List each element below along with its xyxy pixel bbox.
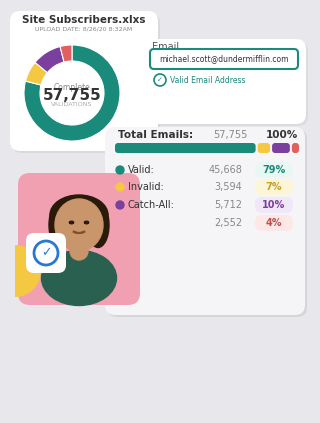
FancyBboxPatch shape: [255, 179, 293, 195]
Ellipse shape: [50, 195, 108, 235]
Circle shape: [116, 166, 124, 174]
Text: Total Emails:: Total Emails:: [118, 130, 193, 140]
Text: 7%: 7%: [266, 182, 282, 192]
Wedge shape: [35, 47, 64, 73]
FancyBboxPatch shape: [107, 129, 307, 317]
Circle shape: [116, 201, 124, 209]
Ellipse shape: [49, 203, 71, 247]
Text: 100%: 100%: [266, 130, 298, 140]
FancyBboxPatch shape: [115, 143, 256, 153]
Text: Site Subscribers.xlxs: Site Subscribers.xlxs: [22, 15, 146, 25]
FancyBboxPatch shape: [258, 143, 270, 153]
Text: 5,712: 5,712: [214, 200, 242, 210]
Circle shape: [154, 74, 166, 86]
Text: Email: Email: [152, 42, 179, 52]
Text: 10%: 10%: [262, 200, 286, 210]
Text: 57,755: 57,755: [43, 88, 101, 102]
FancyBboxPatch shape: [292, 143, 299, 153]
Ellipse shape: [70, 242, 88, 260]
Wedge shape: [60, 45, 72, 62]
FancyBboxPatch shape: [10, 11, 158, 151]
Text: Catch-All:: Catch-All:: [128, 200, 175, 210]
Text: 57,755: 57,755: [214, 130, 248, 140]
Text: ✓: ✓: [157, 77, 163, 83]
Ellipse shape: [57, 200, 101, 250]
Text: Invalid:: Invalid:: [128, 182, 164, 192]
Text: Valid:: Valid:: [128, 165, 155, 175]
FancyBboxPatch shape: [26, 233, 66, 273]
FancyBboxPatch shape: [272, 143, 290, 153]
Text: UPLOAD DATE: 8/26/20 8:32AM: UPLOAD DATE: 8/26/20 8:32AM: [36, 27, 132, 31]
FancyBboxPatch shape: [18, 173, 140, 305]
Wedge shape: [15, 245, 41, 297]
Circle shape: [34, 241, 58, 265]
FancyBboxPatch shape: [105, 127, 305, 315]
Text: 3,594: 3,594: [214, 182, 242, 192]
FancyBboxPatch shape: [140, 41, 308, 126]
Ellipse shape: [42, 250, 116, 305]
FancyBboxPatch shape: [12, 13, 160, 153]
Text: ✓: ✓: [41, 247, 51, 259]
Ellipse shape: [87, 203, 109, 247]
Ellipse shape: [55, 199, 103, 251]
Wedge shape: [24, 45, 120, 141]
Text: 45,668: 45,668: [208, 165, 242, 175]
Text: VALIDATIONS: VALIDATIONS: [51, 102, 93, 107]
Wedge shape: [26, 63, 47, 85]
Text: 4%: 4%: [266, 218, 282, 228]
Text: Valid Email Address: Valid Email Address: [170, 75, 245, 85]
FancyBboxPatch shape: [255, 215, 293, 231]
Text: 79%: 79%: [262, 165, 286, 175]
FancyBboxPatch shape: [255, 162, 293, 178]
Text: michael.scott@dundermifflin.com: michael.scott@dundermifflin.com: [159, 55, 289, 63]
FancyBboxPatch shape: [150, 49, 298, 69]
Text: Complete: Complete: [54, 82, 90, 91]
Circle shape: [52, 196, 106, 250]
FancyBboxPatch shape: [255, 197, 293, 213]
Circle shape: [116, 183, 124, 191]
Text: 2,552: 2,552: [214, 218, 242, 228]
FancyBboxPatch shape: [138, 39, 306, 124]
